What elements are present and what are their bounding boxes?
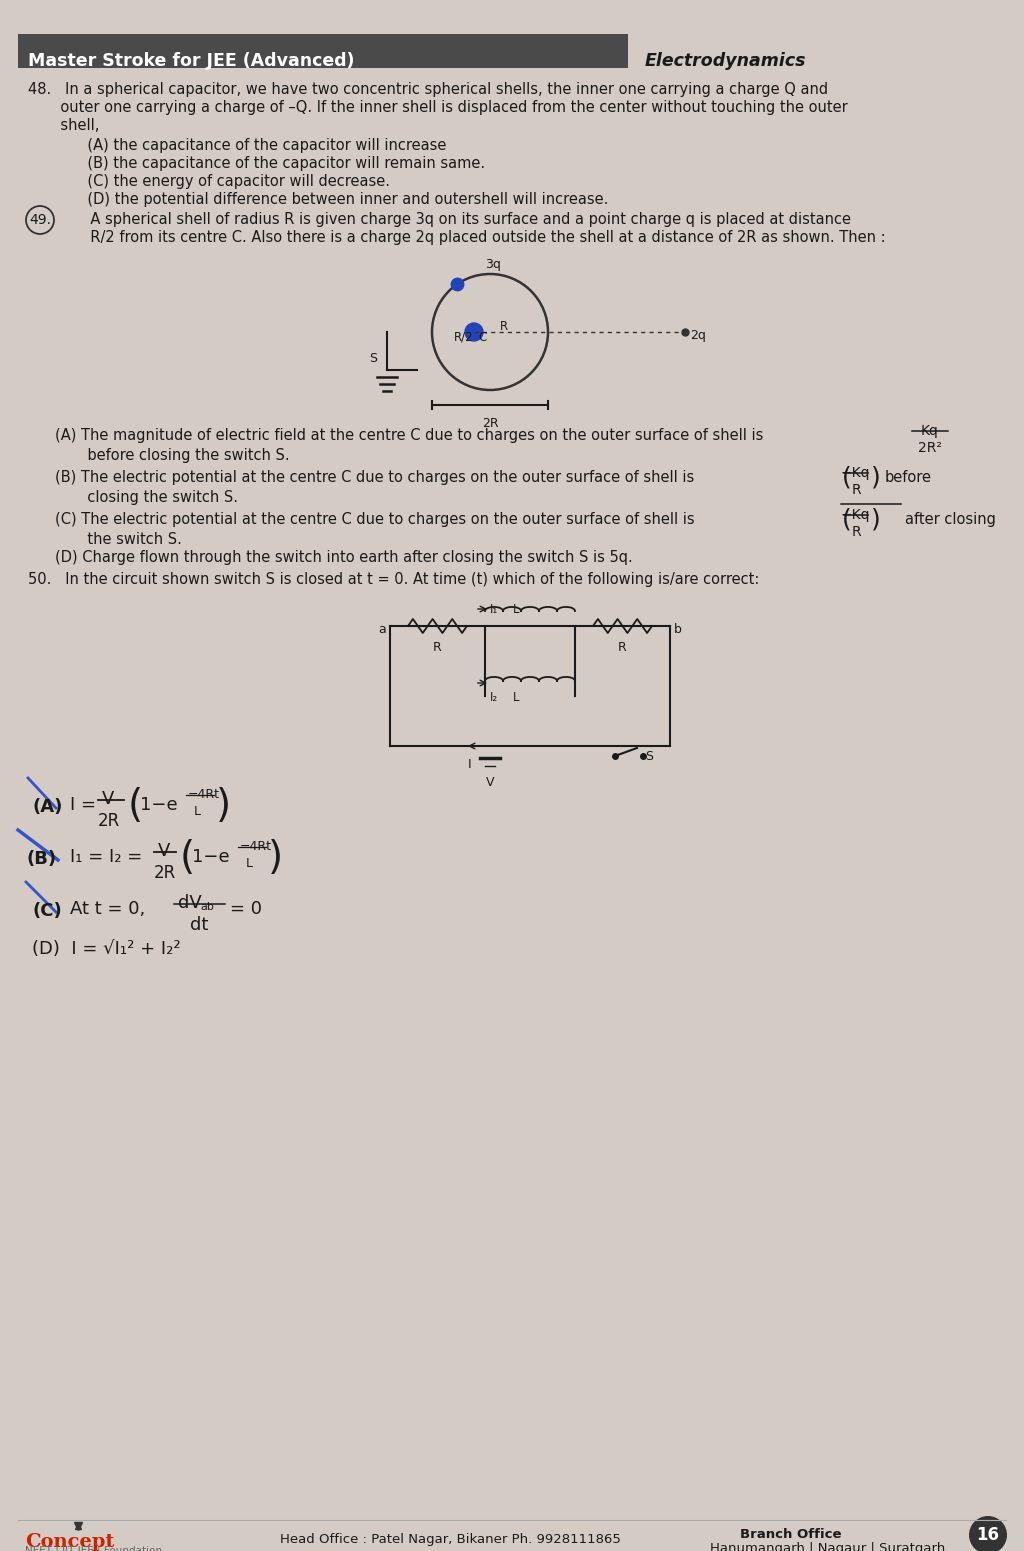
Text: R/2 from its centre C. Also there is a charge 2q placed outside the shell at a d: R/2 from its centre C. Also there is a c…: [58, 230, 886, 245]
Text: (C): (C): [32, 903, 61, 920]
Text: R/2: R/2: [454, 330, 474, 343]
Text: 2q: 2q: [690, 329, 706, 343]
Text: Electrodynamics: Electrodynamics: [645, 53, 807, 70]
Text: 50.   In the circuit shown switch S is closed at t = 0. At time (t) which of the: 50. In the circuit shown switch S is clo…: [28, 572, 760, 586]
Text: (B) The electric potential at the centre C due to charges on the outer surface o: (B) The electric potential at the centre…: [55, 470, 694, 485]
Text: 2R: 2R: [481, 417, 499, 430]
Circle shape: [969, 1515, 1007, 1551]
Text: 2R: 2R: [98, 813, 120, 830]
Text: b: b: [674, 624, 682, 636]
Text: L: L: [513, 692, 519, 704]
Text: V: V: [485, 776, 495, 789]
Text: before closing the switch S.: before closing the switch S.: [55, 448, 290, 464]
Text: (A) the capacitance of the capacitor will increase: (A) the capacitance of the capacitor wil…: [55, 138, 446, 154]
Text: L: L: [246, 858, 253, 870]
Text: ): ): [871, 507, 881, 530]
Text: (C) the energy of capacitor will decrease.: (C) the energy of capacitor will decreas…: [55, 174, 390, 189]
Text: 1−e: 1−e: [140, 796, 177, 814]
Text: −4Rt: −4Rt: [240, 841, 272, 853]
Text: after closing: after closing: [905, 512, 996, 527]
Text: 16: 16: [977, 1526, 999, 1543]
Text: 3q: 3q: [485, 257, 501, 271]
Text: C: C: [478, 330, 486, 344]
Text: Master Stroke for JEE (Advanced): Master Stroke for JEE (Advanced): [28, 53, 354, 70]
Text: −Kq: −Kq: [841, 465, 869, 479]
Text: L: L: [194, 805, 201, 817]
Text: R: R: [500, 320, 508, 333]
Text: R: R: [851, 524, 861, 540]
Text: ): ): [268, 839, 283, 876]
Text: 49.: 49.: [29, 212, 51, 226]
Text: shell,: shell,: [28, 118, 99, 133]
Text: −Kq: −Kq: [841, 509, 869, 523]
Text: I₁: I₁: [490, 603, 499, 616]
Text: the switch S.: the switch S.: [55, 532, 182, 548]
Text: ab: ab: [200, 903, 214, 912]
Text: (D)  I = √I₁² + I₂²: (D) I = √I₁² + I₂²: [32, 940, 180, 959]
Text: dt: dt: [190, 917, 208, 934]
Text: = 0: = 0: [230, 900, 262, 918]
Text: S: S: [645, 751, 653, 763]
Text: Kq: Kq: [921, 423, 939, 437]
Text: V: V: [102, 789, 115, 808]
Text: V: V: [158, 842, 170, 859]
Text: L: L: [513, 603, 519, 616]
Text: R: R: [617, 641, 627, 655]
Text: Branch Office: Branch Office: [740, 1528, 842, 1542]
Text: A spherical shell of radius R is given charge 3q on its surface and a point char: A spherical shell of radius R is given c…: [58, 212, 851, 226]
Text: (: (: [128, 786, 143, 825]
Text: (D) Charge flown through the switch into earth after closing the switch S is 5q.: (D) Charge flown through the switch into…: [55, 551, 633, 565]
Text: I: I: [468, 758, 472, 771]
Text: I₂: I₂: [490, 692, 498, 704]
Text: outer one carrying a charge of –Q. If the inner shell is displaced from the cent: outer one carrying a charge of –Q. If th…: [28, 99, 848, 115]
Text: (: (: [842, 465, 852, 489]
Text: R: R: [851, 482, 861, 496]
Text: 2R²: 2R²: [919, 440, 942, 454]
Text: (A) The magnitude of electric field at the centre C due to charges on the outer : (A) The magnitude of electric field at t…: [55, 428, 763, 444]
Text: At t = 0,: At t = 0,: [70, 900, 145, 918]
Text: (A): (A): [32, 799, 62, 816]
Text: I =: I =: [70, 796, 96, 814]
Text: (: (: [180, 839, 196, 876]
Text: Head Office : Patel Nagar, Bikaner Ph. 9928111865: Head Office : Patel Nagar, Bikaner Ph. 9…: [280, 1532, 621, 1546]
Text: ): ): [871, 465, 881, 489]
Text: (C) The electric potential at the centre C due to charges on the outer surface o: (C) The electric potential at the centre…: [55, 512, 694, 527]
FancyBboxPatch shape: [18, 34, 628, 68]
Circle shape: [465, 323, 483, 341]
Text: (D) the potential difference between inner and outershell will increase.: (D) the potential difference between inn…: [55, 192, 608, 206]
Text: S: S: [369, 352, 377, 364]
Text: −4Rt: −4Rt: [188, 788, 220, 800]
Text: 1−e: 1−e: [193, 848, 229, 865]
Text: (B): (B): [26, 850, 56, 869]
Text: 2R: 2R: [154, 864, 176, 883]
Text: a: a: [378, 624, 386, 636]
Text: ): ): [216, 786, 231, 825]
Text: NEET | IIT-JEE | Foundation: NEET | IIT-JEE | Foundation: [25, 1546, 162, 1551]
Text: R: R: [432, 641, 441, 655]
Text: before: before: [885, 470, 932, 485]
Text: closing the switch S.: closing the switch S.: [55, 490, 238, 506]
Text: Concept: Concept: [25, 1532, 115, 1551]
Text: (: (: [842, 507, 852, 530]
Text: dV: dV: [178, 893, 202, 912]
Text: (B) the capacitance of the capacitor will remain same.: (B) the capacitance of the capacitor wil…: [55, 157, 485, 171]
Text: 48.   In a spherical capacitor, we have two concentric spherical shells, the inn: 48. In a spherical capacitor, we have tw…: [28, 82, 828, 98]
Text: Hanumangarh | Nagaur | Suratgarh: Hanumangarh | Nagaur | Suratgarh: [710, 1542, 945, 1551]
Text: I₁ = I₂ =: I₁ = I₂ =: [70, 848, 142, 865]
